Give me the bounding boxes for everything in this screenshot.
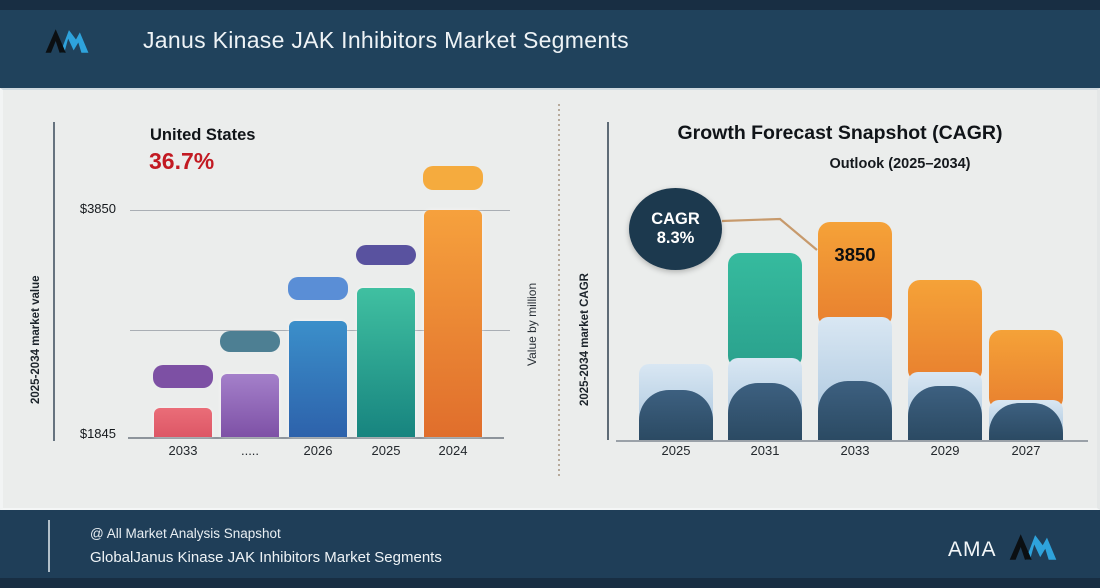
bar xyxy=(154,408,212,437)
header: Janus Kinase JAK Inhibitors Market Segme… xyxy=(0,0,1100,88)
left-y-axis-line xyxy=(53,122,55,441)
left-ytick-top: $3850 xyxy=(79,201,116,216)
bar-segment-base xyxy=(989,403,1063,440)
x-axis-label: 2026 xyxy=(303,443,333,458)
region-value: 36.7% xyxy=(149,148,215,174)
region-label: United States xyxy=(150,126,256,144)
header-top-stripe xyxy=(0,0,1100,10)
bar-floating-cap xyxy=(220,331,280,353)
footer xyxy=(0,510,1100,588)
bar-floating-cap xyxy=(423,165,483,191)
bar-segment-top xyxy=(818,222,892,327)
bar-floating-cap xyxy=(153,365,213,388)
bar xyxy=(289,320,347,437)
x-axis-label: 2033 xyxy=(168,443,198,458)
x-axis-label: 2031 xyxy=(750,443,780,458)
bar xyxy=(221,374,279,437)
footer-report-line: GlobalJanus Kinase JAK Inhibitors Market… xyxy=(90,549,442,566)
right-chart-subtitle: Outlook (2025–2034) xyxy=(829,156,971,172)
footer-brand-text: AMA xyxy=(948,538,997,561)
bar-segment-top xyxy=(989,330,1063,410)
x-axis-label: 2025 xyxy=(661,443,691,458)
bar-value-annotation: 3850 xyxy=(834,244,876,265)
bar-segment-base xyxy=(908,386,982,440)
right-y-axis-line xyxy=(607,122,609,440)
bar-segment-base xyxy=(818,381,892,440)
x-axis-label: ..... xyxy=(240,443,260,458)
left-ytick-bottom: $1845 xyxy=(79,426,116,441)
bar xyxy=(424,210,482,437)
right-chart-title: Growth Forecast Snapshot (CAGR) xyxy=(677,122,1003,144)
bar-segment-base xyxy=(639,390,713,440)
x-axis-label: 2025 xyxy=(371,443,401,458)
x-axis-label: 2027 xyxy=(1011,443,1041,458)
page-title: Janus Kinase JAK Inhibitors Market Segme… xyxy=(143,27,629,53)
footer-bottom-stripe xyxy=(0,578,1100,588)
panel-divider xyxy=(558,104,560,476)
bar-segment-top xyxy=(728,253,802,368)
footer-divider-line xyxy=(48,520,50,572)
bar-floating-cap xyxy=(356,245,416,265)
right-x-axis-line xyxy=(616,440,1088,442)
gridline-3850 xyxy=(130,210,510,211)
x-axis-label: 2024 xyxy=(438,443,468,458)
footer-source-line: @ All Market Analysis Snapshot xyxy=(90,526,281,541)
x-axis-label: 2029 xyxy=(930,443,960,458)
cagr-badge-label: CAGR xyxy=(651,210,700,229)
x-axis-label: 2033 xyxy=(840,443,870,458)
left-x-axis-line xyxy=(128,437,504,439)
cagr-badge-value: 8.3% xyxy=(656,229,695,247)
bar-floating-cap xyxy=(288,276,348,300)
bar-segment-base xyxy=(728,383,802,440)
bar xyxy=(357,288,415,437)
bar-segment-top xyxy=(908,280,982,382)
cagr-badge: CAGR 8.3% xyxy=(629,188,722,270)
